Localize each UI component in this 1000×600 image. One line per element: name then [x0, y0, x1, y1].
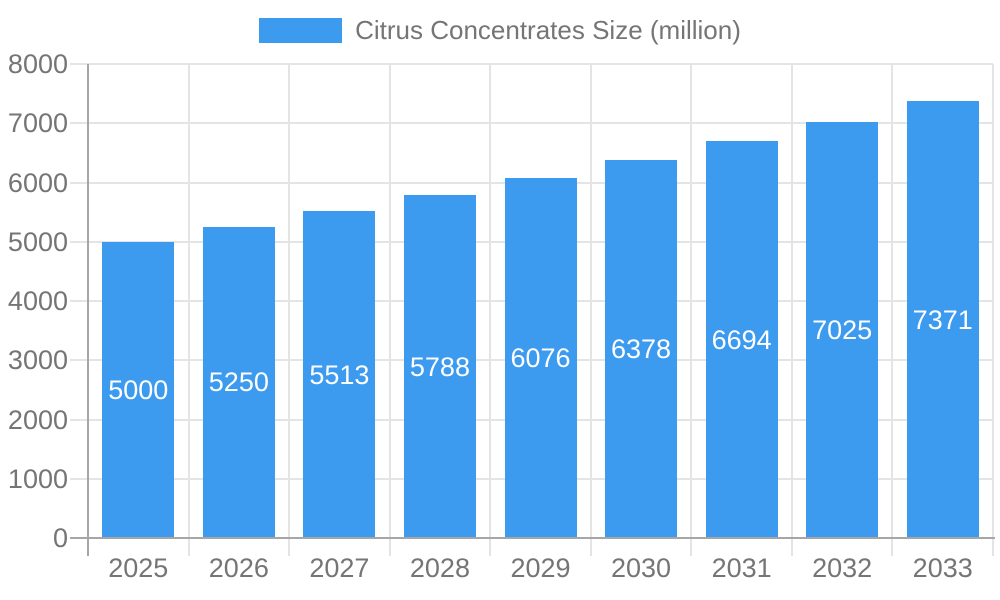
x-gridline	[288, 64, 291, 556]
y-axis-tick-label: 1000	[7, 463, 68, 494]
bar-2032	[806, 121, 879, 538]
chart-legend: Citrus Concentrates Size (million)	[0, 15, 1000, 46]
bar-2025	[102, 241, 175, 538]
x-axis-tick-label: 2028	[409, 553, 470, 583]
bar-2033	[906, 101, 979, 538]
y-gridline	[70, 63, 993, 65]
legend-swatch	[259, 18, 343, 43]
y-axis-tick-label: 5000	[7, 226, 68, 257]
bar-value-label: 5788	[409, 351, 470, 382]
x-axis-tick-label: 2032	[812, 553, 873, 583]
bar-2031	[705, 141, 778, 538]
x-gridline	[992, 64, 994, 556]
bar-value-label: 5250	[208, 367, 269, 398]
bar-value-label: 5513	[309, 359, 370, 390]
x-axis-tick-label: 2031	[711, 553, 772, 583]
x-axis-tick-label: 2029	[510, 553, 571, 583]
bar-value-label: 5000	[108, 374, 169, 405]
bar-2027	[303, 211, 376, 538]
bar-value-label: 6378	[611, 334, 672, 365]
legend-label: Citrus Concentrates Size (million)	[355, 15, 741, 45]
y-axis-tick-label: 4000	[7, 286, 68, 316]
bar-2026	[202, 226, 275, 538]
y-axis-tick-label: 2000	[7, 404, 68, 435]
y-axis-line	[87, 64, 89, 556]
x-axis-tick-label: 2025	[108, 553, 169, 583]
x-gridline	[790, 64, 793, 556]
y-gridline	[70, 122, 993, 125]
x-gridline	[589, 64, 592, 556]
y-axis-tick-label: 8000	[7, 49, 68, 79]
x-gridline	[187, 64, 190, 556]
x-axis-tick-label: 2030	[611, 553, 672, 583]
x-axis-tick-label: 2027	[309, 553, 370, 583]
y-axis-tick-label: 7000	[7, 108, 68, 139]
bar-value-label: 6694	[711, 324, 772, 355]
x-gridline	[388, 64, 391, 556]
x-gridline	[489, 64, 492, 556]
x-gridline	[891, 64, 894, 556]
bar-value-label: 7025	[812, 314, 873, 345]
y-axis-tick-label: 6000	[7, 167, 68, 198]
bar-2028	[403, 195, 476, 538]
bar-2029	[504, 177, 577, 538]
x-axis-tick-label: 2026	[208, 553, 269, 583]
bar-2030	[605, 160, 678, 538]
bar-value-label: 6076	[510, 342, 571, 373]
bar-value-label: 7371	[912, 304, 973, 335]
y-axis-tick-label: 0	[52, 523, 68, 553]
x-axis-tick-label: 2033	[912, 553, 973, 583]
x-gridline	[690, 64, 693, 556]
y-axis-tick-label: 3000	[7, 345, 68, 376]
x-axis-line	[70, 537, 995, 539]
